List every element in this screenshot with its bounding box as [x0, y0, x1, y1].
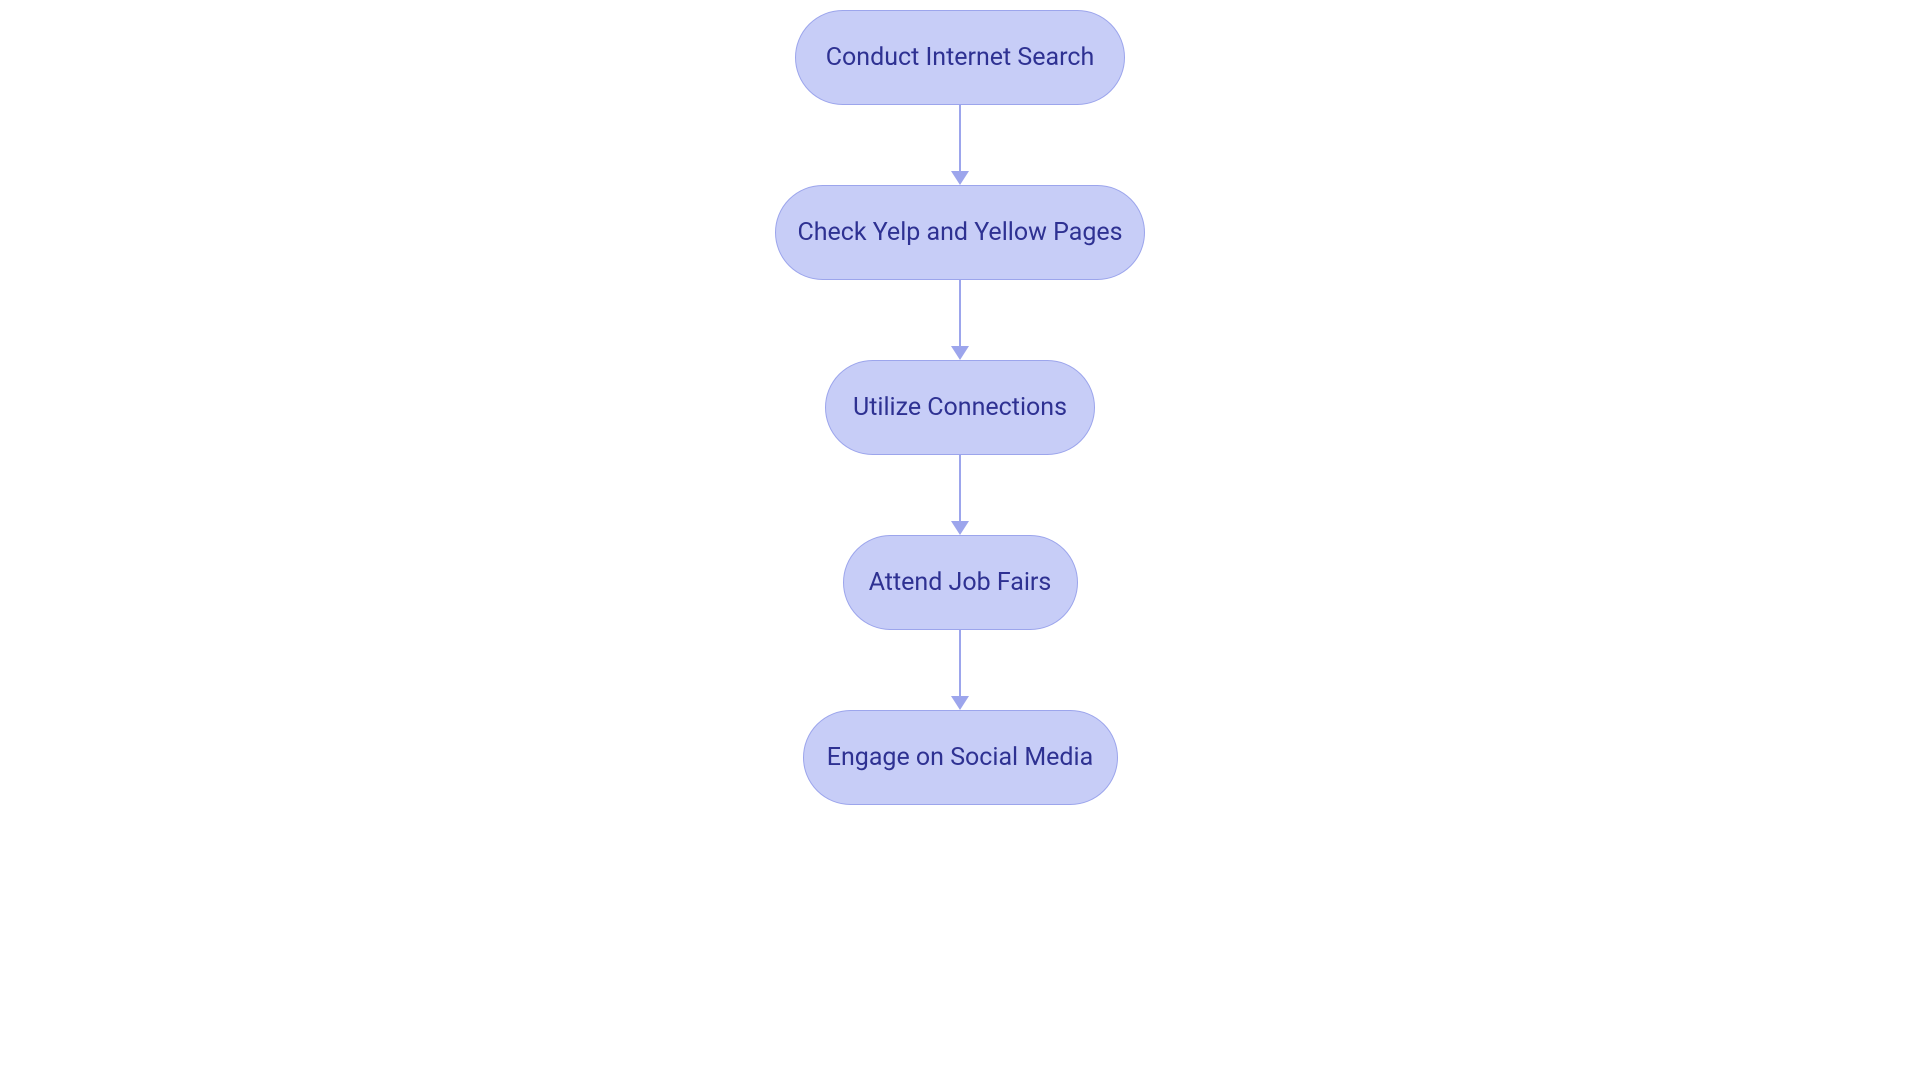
flowchart-arrow-3	[951, 455, 969, 535]
flowchart-node-3: Utilize Connections	[825, 360, 1095, 455]
flowchart-node-1: Conduct Internet Search	[795, 10, 1125, 105]
arrow-line	[959, 280, 962, 346]
flowchart-node-label: Utilize Connections	[853, 393, 1067, 422]
flowchart-arrow-1	[951, 105, 969, 185]
flowchart-node-label: Attend Job Fairs	[869, 568, 1052, 597]
arrow-line	[959, 630, 962, 696]
flowchart-node-label: Engage on Social Media	[827, 743, 1093, 772]
arrow-head-icon	[951, 521, 969, 535]
arrow-line	[959, 105, 962, 171]
arrow-head-icon	[951, 346, 969, 360]
flowchart-node-2: Check Yelp and Yellow Pages	[775, 185, 1145, 280]
flowchart-node-5: Engage on Social Media	[803, 710, 1118, 805]
flowchart-container: Conduct Internet Search Check Yelp and Y…	[775, 10, 1145, 805]
flowchart-arrow-4	[951, 630, 969, 710]
flowchart-arrow-2	[951, 280, 969, 360]
arrow-head-icon	[951, 171, 969, 185]
flowchart-node-label: Conduct Internet Search	[826, 43, 1094, 72]
flowchart-node-4: Attend Job Fairs	[843, 535, 1078, 630]
arrow-line	[959, 455, 962, 521]
arrow-head-icon	[951, 696, 969, 710]
flowchart-node-label: Check Yelp and Yellow Pages	[797, 218, 1122, 247]
